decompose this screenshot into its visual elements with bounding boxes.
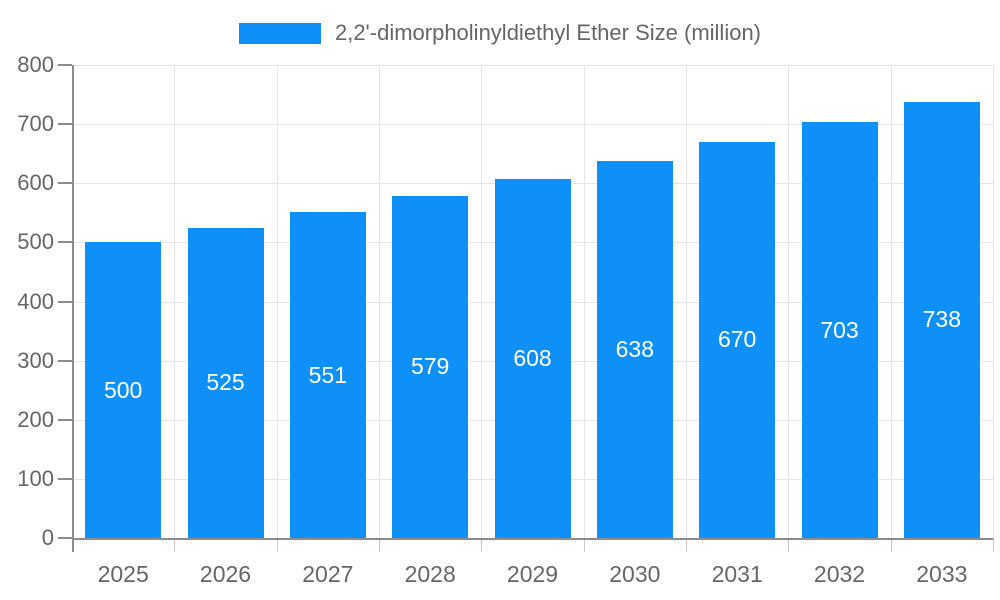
v-gridline <box>686 65 687 538</box>
y-axis-line <box>72 65 74 552</box>
v-gridline <box>174 65 176 538</box>
y-axis-tick-label: 0 <box>41 525 54 550</box>
x-axis-tick <box>788 538 790 552</box>
y-axis-tick-label: 800 <box>17 52 54 77</box>
x-axis-label: 2028 <box>404 561 456 587</box>
bar-value-label: 500 <box>103 376 143 403</box>
x-axis-label: 2025 <box>97 561 149 587</box>
bar[interactable]: 500 <box>85 242 162 538</box>
bar[interactable]: 703 <box>801 122 878 538</box>
x-axis-label: 2031 <box>711 561 763 587</box>
x-axis-tick <box>583 538 585 552</box>
x-axis-tick <box>174 538 176 552</box>
bar[interactable]: 670 <box>699 141 776 538</box>
bar-value-label: 608 <box>513 344 552 371</box>
x-axis-tick <box>890 538 892 552</box>
bar-value-label: 579 <box>410 353 450 380</box>
legend[interactable]: 2,2'-dimorpholinyldiethyl Ether Size (mi… <box>0 20 1000 46</box>
y-axis-tick-label: 700 <box>17 111 54 137</box>
bar[interactable]: 608 <box>494 178 571 538</box>
legend-label: 2,2'-dimorpholinyldiethyl Ether Size (mi… <box>334 20 762 45</box>
y-axis-tick-label: 200 <box>17 406 54 432</box>
y-axis-tick-label: 400 <box>17 288 54 314</box>
x-axis-tick <box>686 538 687 552</box>
bar-value-label: 670 <box>717 326 757 353</box>
x-axis-label: 2033 <box>916 561 968 587</box>
x-axis-tick <box>276 538 278 552</box>
v-gridline <box>276 65 278 538</box>
bar[interactable]: 579 <box>392 195 469 538</box>
x-axis-tick <box>481 538 483 552</box>
x-axis-label: 2027 <box>302 561 354 587</box>
bar-value-label: 738 <box>922 306 962 333</box>
bar[interactable]: 638 <box>596 160 673 538</box>
y-axis-tick <box>58 64 72 66</box>
y-axis-tick <box>58 300 72 303</box>
y-axis-tick-label: 500 <box>17 229 54 255</box>
y-axis-tick <box>58 418 72 421</box>
y-axis-tick-label: 300 <box>17 347 54 373</box>
y-axis-tick-label: 100 <box>17 465 54 491</box>
x-axis-label: 2030 <box>609 561 661 587</box>
v-gridline <box>993 65 994 538</box>
legend-swatch-icon <box>238 22 321 44</box>
v-gridline <box>379 65 380 538</box>
y-axis-tick <box>58 477 72 480</box>
x-axis-label: 2032 <box>813 561 866 587</box>
bar[interactable]: 525 <box>187 227 264 538</box>
x-axis-label: 2026 <box>199 561 252 587</box>
bar[interactable]: 551 <box>289 212 366 538</box>
bar[interactable]: 738 <box>903 101 980 538</box>
h-gridline <box>72 65 993 66</box>
y-axis-tick <box>58 359 72 362</box>
bar-value-label: 638 <box>615 335 655 362</box>
y-axis-tick <box>58 537 72 539</box>
h-gridline <box>72 124 993 126</box>
y-axis-tick <box>58 182 72 185</box>
y-axis-tick <box>58 123 72 126</box>
bar-value-label: 525 <box>206 369 245 396</box>
y-axis-tick-label: 600 <box>17 170 54 196</box>
y-axis-tick <box>58 241 72 244</box>
v-gridline <box>481 65 483 538</box>
x-axis-line <box>72 538 993 540</box>
x-axis-tick <box>379 538 380 552</box>
x-axis-tick <box>993 538 994 552</box>
bar-value-label: 703 <box>820 316 859 343</box>
v-gridline <box>890 65 892 538</box>
x-axis-label: 2029 <box>506 561 559 587</box>
v-gridline <box>583 65 585 538</box>
v-gridline <box>788 65 790 538</box>
bar-value-label: 551 <box>308 361 348 388</box>
